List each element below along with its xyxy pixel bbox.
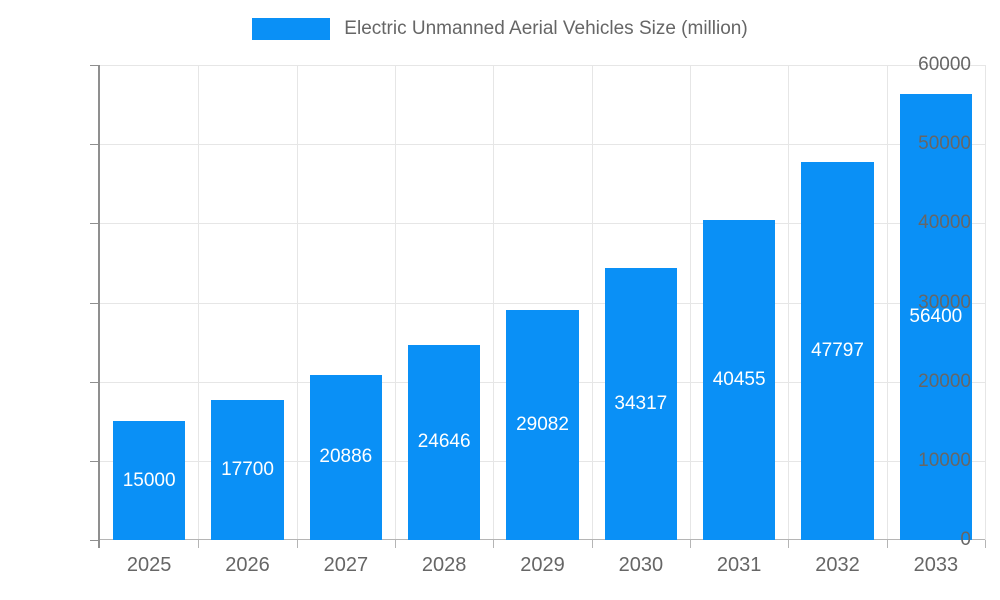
y-tick-mark <box>90 65 98 66</box>
y-tick-mark <box>90 460 98 462</box>
bar-value-label: 15000 <box>122 469 176 491</box>
y-tick-label: 10000 <box>918 449 971 471</box>
bar-2028[interactable]: 24646 <box>408 344 481 540</box>
bar-value-label: 17700 <box>221 458 274 480</box>
gridline-vertical <box>198 65 200 540</box>
x-tick-mark <box>395 540 396 548</box>
x-tick-mark <box>591 540 593 548</box>
bar-value-label: 29082 <box>516 413 569 435</box>
y-tick-mark <box>90 223 98 225</box>
x-tick-label: 2026 <box>225 554 270 576</box>
bar-value-label: 34317 <box>614 393 668 415</box>
y-tick-mark <box>90 540 98 541</box>
y-tick-label: 0 <box>960 529 971 550</box>
bar-2027[interactable]: 20886 <box>309 374 382 540</box>
x-tick-mark <box>886 540 888 548</box>
bar-2030[interactable]: 34317 <box>604 268 677 540</box>
gridline-vertical <box>690 65 691 540</box>
gridline-vertical <box>788 65 790 540</box>
bar-2025[interactable]: 15000 <box>113 421 186 540</box>
bar-2032[interactable]: 47797 <box>801 161 874 540</box>
gridline-vertical <box>985 65 986 540</box>
bar-value-label: 24646 <box>417 431 471 453</box>
x-tick-label: 2032 <box>815 554 860 576</box>
y-tick-mark <box>90 144 98 146</box>
gridline-horizontal <box>100 223 985 225</box>
x-tick-mark <box>690 540 691 548</box>
x-tick-label: 2033 <box>913 554 959 576</box>
gridline-vertical <box>296 65 298 540</box>
bar-2029[interactable]: 29082 <box>506 309 579 540</box>
gridline-vertical <box>395 65 396 540</box>
gridline-vertical <box>591 65 593 540</box>
bar-value-label: 47797 <box>811 339 864 361</box>
gridline-horizontal <box>100 65 985 66</box>
y-tick-mark <box>90 381 98 383</box>
y-tick-label: 20000 <box>918 370 971 392</box>
y-tick-mark <box>90 302 98 304</box>
plot-area: 15000 17700 20886 24646 29082 34317 40455 47797… <box>90 54 986 576</box>
x-tick-mark <box>985 540 986 548</box>
x-tick-label: 2030 <box>618 554 664 576</box>
x-tick-label: 2028 <box>421 554 467 576</box>
y-tick-label: 30000 <box>918 291 971 313</box>
gridline-horizontal <box>100 144 985 146</box>
x-tick-label: 2031 <box>716 554 762 576</box>
y-tick-label: 60000 <box>918 54 971 75</box>
legend-item[interactable]: Electric Unmanned Aerial Vehicles Size (… <box>0 18 1000 40</box>
gridline-vertical <box>493 65 495 540</box>
y-axis-line <box>98 65 100 548</box>
bar-value-label: 20886 <box>319 446 373 468</box>
y-tick-label: 50000 <box>918 133 971 155</box>
x-tick-label: 2025 <box>126 554 172 576</box>
bar-2031[interactable]: 40455 <box>703 219 776 540</box>
gridline-vertical <box>886 65 888 540</box>
x-tick-mark <box>493 540 495 548</box>
x-tick-label: 2029 <box>520 554 565 576</box>
y-tick-label: 40000 <box>918 212 971 234</box>
gridline-horizontal <box>100 302 985 304</box>
legend-swatch <box>252 18 331 40</box>
bar-2033[interactable]: 56400 <box>899 93 972 540</box>
bar-value-label: 40455 <box>712 368 766 390</box>
legend-label: Electric Unmanned Aerial Vehicles Size (… <box>344 18 748 39</box>
x-tick-label: 2027 <box>323 554 369 576</box>
x-tick-mark <box>198 540 200 548</box>
bar-2026[interactable]: 17700 <box>211 399 284 540</box>
bar-value-label: 56400 <box>909 305 963 327</box>
x-tick-mark <box>788 540 790 548</box>
x-tick-mark <box>296 540 298 548</box>
